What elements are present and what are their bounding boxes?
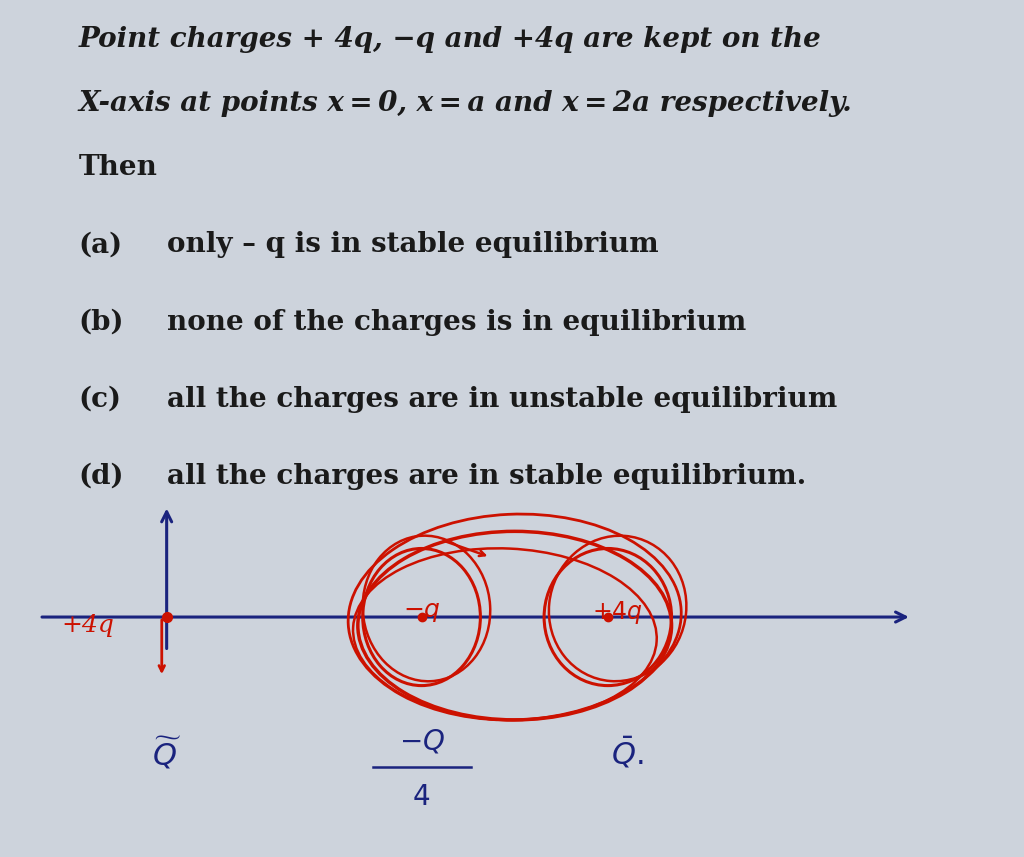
Text: $-q$: $-q$ [402, 602, 440, 624]
Text: $\bar{Q}.$: $\bar{Q}.$ [611, 737, 644, 771]
Text: all the charges are in stable equilibrium.: all the charges are in stable equilibriu… [167, 463, 806, 490]
Text: none of the charges is in equilibrium: none of the charges is in equilibrium [167, 309, 745, 336]
Text: +4q: +4q [61, 614, 115, 637]
Text: $-Q$: $-Q$ [398, 728, 444, 755]
Text: Point charges + 4q, −q and +4q are kept on the: Point charges + 4q, −q and +4q are kept … [79, 26, 821, 53]
Text: (c): (c) [79, 386, 122, 413]
Text: $\widetilde{Q}$: $\widetilde{Q}$ [153, 736, 181, 772]
Text: $4$: $4$ [413, 783, 431, 811]
Text: (a): (a) [79, 231, 123, 259]
Text: (d): (d) [79, 463, 124, 490]
Text: only – q is in stable equilibrium: only – q is in stable equilibrium [167, 231, 658, 259]
Text: X-axis at points x = 0, x = a and x = 2a respectively.: X-axis at points x = 0, x = a and x = 2a… [79, 90, 852, 117]
Text: (b): (b) [79, 309, 124, 336]
Text: Then: Then [79, 154, 158, 182]
Text: all the charges are in unstable equilibrium: all the charges are in unstable equilibr… [167, 386, 837, 413]
Text: $+4q$: $+4q$ [592, 599, 643, 626]
